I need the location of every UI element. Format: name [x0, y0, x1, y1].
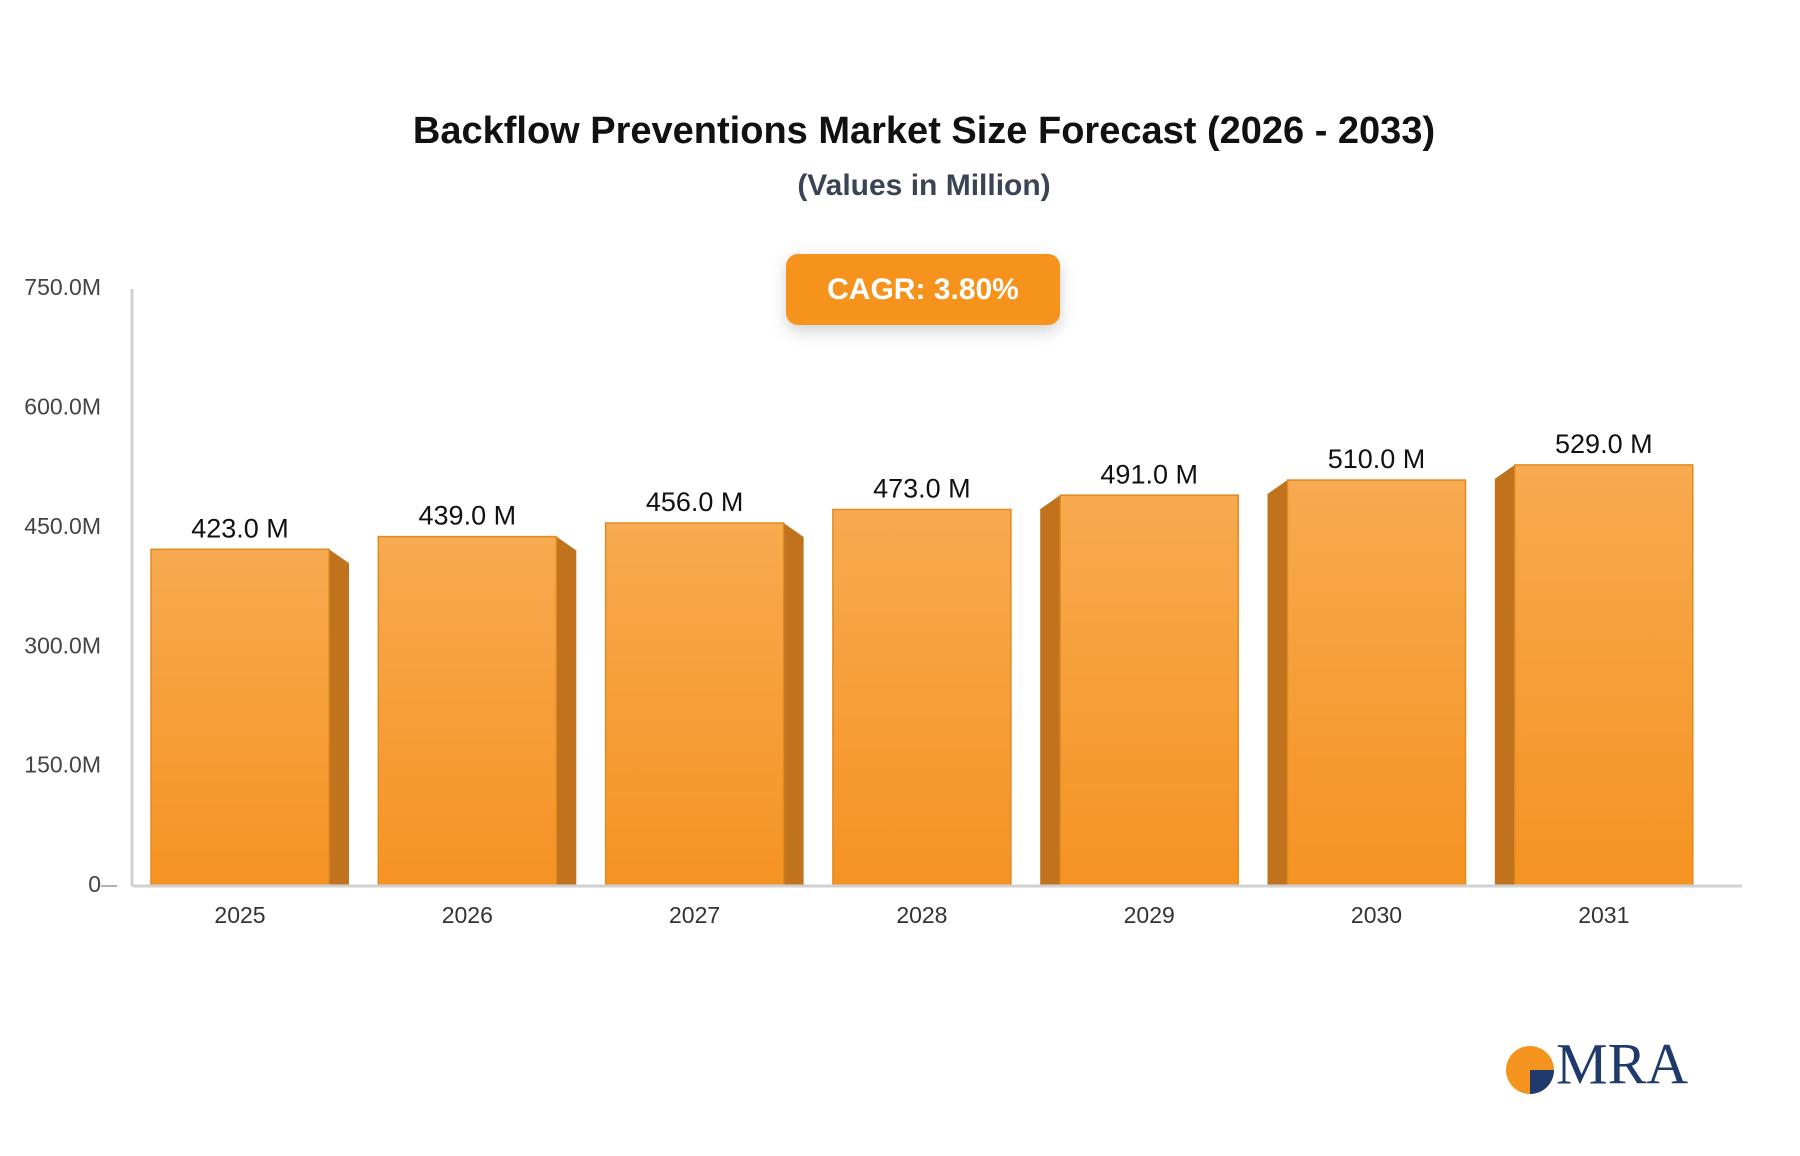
bar [1514, 464, 1694, 887]
chart-title: Backflow Preventions Market Size Forecas… [413, 110, 1435, 152]
bar [150, 548, 330, 887]
value-label: 510.0 M [1328, 444, 1426, 474]
y-tick-label: 300.0M [24, 632, 101, 658]
value-label: 491.0 M [1100, 459, 1198, 489]
y-tick-label: 600.0M [24, 393, 101, 419]
bar [1286, 479, 1467, 887]
logo-icon-slice [1530, 1070, 1554, 1094]
x-tick-label: 2027 [669, 902, 720, 928]
x-tick-label: 2025 [214, 902, 265, 928]
value-label: 439.0 M [419, 501, 517, 531]
bar-side [1040, 495, 1061, 886]
bar-side [1494, 464, 1515, 886]
bar [377, 535, 558, 887]
chart-subtitle: (Values in Million) [797, 169, 1050, 202]
value-label: 423.0 M [191, 513, 289, 543]
logo-text: MRA [1556, 1031, 1688, 1096]
bar-side [329, 549, 349, 886]
bar [832, 508, 1012, 887]
y-tick-label: 450.0M [24, 513, 101, 539]
x-tick-label: 2026 [442, 902, 493, 928]
bar-side [783, 523, 804, 886]
y-tick-label: 150.0M [24, 752, 101, 778]
bar [604, 522, 785, 887]
value-label: 529.0 M [1555, 429, 1653, 459]
cagr-badge [786, 254, 1060, 325]
x-tick-label: 2031 [1578, 902, 1629, 928]
value-label: 456.0 M [646, 487, 744, 517]
x-tick-label: 2028 [896, 902, 947, 928]
y-tick-label: 750.0M [24, 274, 101, 300]
x-tick-label: 2029 [1124, 902, 1175, 928]
bar [1059, 494, 1239, 887]
x-tick-label: 2030 [1351, 902, 1402, 928]
bar-side [1267, 480, 1288, 886]
cagr-label: CAGR: 3.80% [827, 273, 1019, 306]
value-label: 473.0 M [873, 474, 971, 504]
y-tick-label: 0 [88, 871, 101, 897]
bar-side [556, 536, 577, 886]
